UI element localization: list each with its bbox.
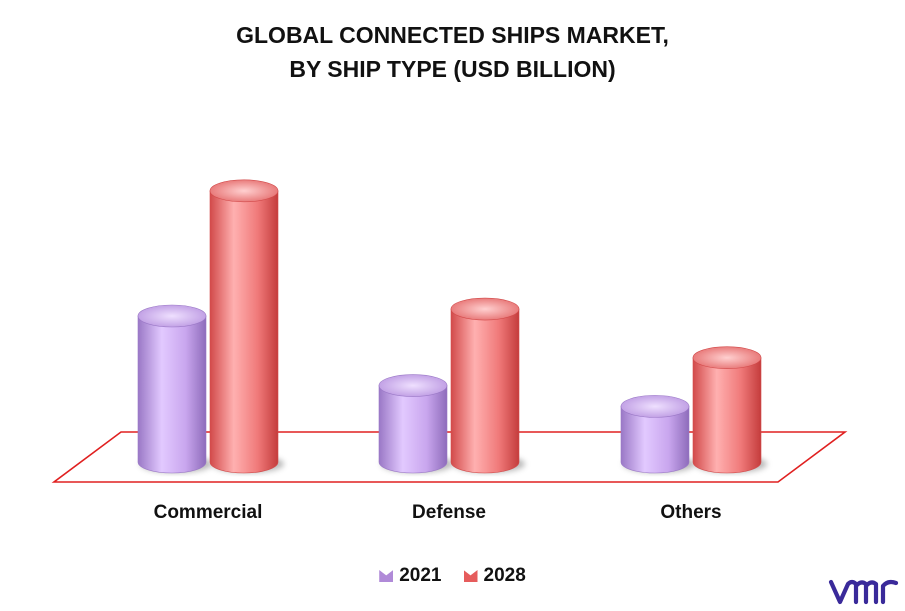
bar-top [450,297,520,321]
chart-legend: 2021 2028 [0,565,905,587]
bar-2028-defense [450,297,525,474]
bar-top [692,346,762,370]
bar-body [692,357,762,474]
bar-2021-commercial [137,304,212,474]
bar-body [378,385,448,474]
bar-body [450,308,520,474]
chart-title-line-2: BY SHIP TYPE (USD BILLION) [289,56,616,82]
bar-2028-commercial [209,179,284,474]
legend-swatch-2028 [463,570,478,582]
vmr-logo [828,579,899,605]
chart-floor [51,431,848,483]
bar-2021-defense [378,374,453,474]
legend-label-2028: 2028 [483,565,526,586]
legend-item-2028: 2028 [463,565,526,587]
chart-title-line-1: GLOBAL CONNECTED SHIPS MARKET, [236,22,669,48]
legend-item-2021: 2021 [379,565,442,587]
x-tick-label-defense: Defense [412,502,486,523]
chart-title: GLOBAL CONNECTED SHIPS MARKET, BY SHIP T… [0,18,905,86]
x-tick-label-commercial: Commercial [154,502,263,523]
x-tick-label-others: Others [660,502,721,523]
vmr-logo-mark [828,579,899,605]
legend-label-2021: 2021 [399,565,442,586]
bar-2021-others [620,395,695,474]
bar-body [209,190,279,474]
legend-swatch-2021 [379,570,394,582]
bar-2028-others [692,346,767,474]
bar-top [620,395,690,418]
bar-body [137,315,207,474]
bar-top [137,304,207,328]
bar-body [620,406,690,474]
bar-top [209,179,279,203]
bar-top [378,374,448,397]
